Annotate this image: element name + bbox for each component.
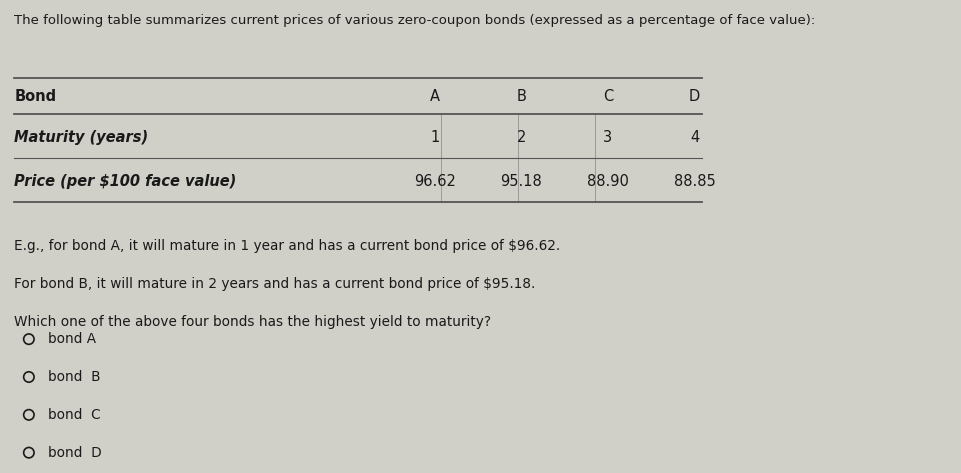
Text: Maturity (years): Maturity (years): [14, 130, 148, 145]
Text: For bond B, it will mature in 2 years and has a current bond price of $95.18.: For bond B, it will mature in 2 years an…: [14, 277, 535, 291]
Text: bond  D: bond D: [48, 446, 102, 460]
Text: The following table summarizes current prices of various zero-coupon bonds (expr: The following table summarizes current p…: [14, 14, 815, 27]
Text: 4: 4: [689, 130, 699, 145]
Text: 2: 2: [516, 130, 526, 145]
Text: A: A: [430, 88, 439, 104]
Text: Which one of the above four bonds has the highest yield to maturity?: Which one of the above four bonds has th…: [14, 315, 491, 329]
Text: 88.85: 88.85: [673, 174, 715, 189]
Text: 95.18: 95.18: [500, 174, 542, 189]
Text: C: C: [603, 88, 612, 104]
Text: 88.90: 88.90: [586, 174, 628, 189]
Text: 96.62: 96.62: [413, 174, 456, 189]
Text: 3: 3: [603, 130, 612, 145]
Text: bond  B: bond B: [48, 370, 101, 384]
Text: 1: 1: [430, 130, 439, 145]
Text: bond  C: bond C: [48, 408, 101, 422]
Text: Bond: Bond: [14, 88, 57, 104]
Text: bond A: bond A: [48, 332, 96, 346]
Text: D: D: [688, 88, 700, 104]
Text: E.g., for bond A, it will mature in 1 year and has a current bond price of $96.6: E.g., for bond A, it will mature in 1 ye…: [14, 239, 560, 253]
Text: B: B: [516, 88, 526, 104]
Text: Price (per $100 face value): Price (per $100 face value): [14, 174, 236, 189]
